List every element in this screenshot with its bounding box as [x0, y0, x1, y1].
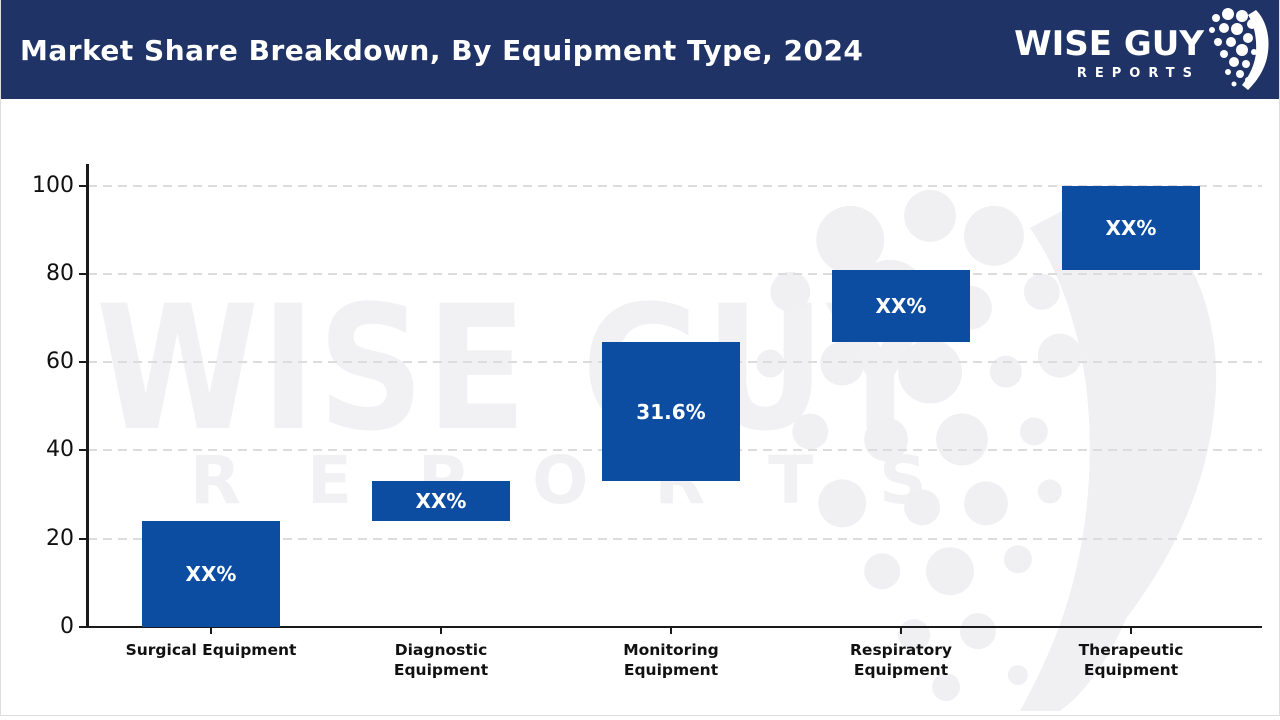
bar-value-label: XX% — [1105, 215, 1157, 240]
x-axis-line — [86, 625, 1262, 628]
y-tick — [79, 449, 87, 452]
x-tick-label: Diagnostic Equipment — [393, 641, 489, 679]
bar-monitoring-equipment: 31.6% — [602, 341, 740, 482]
x-tick — [900, 627, 902, 634]
bar-surgical-equipment: XX% — [142, 521, 280, 627]
x-tick-label: Therapeutic Equipment — [1078, 641, 1184, 679]
gridline-100 — [88, 184, 1262, 187]
x-tick — [210, 627, 212, 634]
bar-value-label: 31.6% — [636, 399, 706, 424]
x-tick-label: Monitoring Equipment — [623, 641, 719, 679]
page-title: Market Share Breakdown, By Equipment Typ… — [20, 34, 864, 67]
header: Market Share Breakdown, By Equipment Typ… — [0, 0, 1280, 99]
y-tick-label: 60 — [46, 349, 74, 375]
y-tick-label: 0 — [60, 614, 74, 639]
y-axis-line — [86, 164, 89, 627]
bar-value-label: XX% — [875, 293, 927, 318]
gridline-80 — [88, 272, 1262, 275]
logo-face-icon — [1209, 8, 1269, 90]
gridline-20 — [88, 537, 1262, 540]
y-tick — [79, 626, 87, 628]
x-tick — [670, 627, 672, 634]
watermark-reports: REPORTS — [190, 442, 993, 519]
bar-respiratory-equipment: XX% — [832, 269, 970, 342]
x-tick — [440, 627, 442, 634]
y-tick-label: 20 — [46, 525, 74, 551]
y-tick — [79, 537, 87, 540]
bar-therapeutic-equipment: XX% — [1062, 185, 1200, 270]
y-tick-label: 40 — [46, 437, 74, 463]
bar-diagnostic-equipment: XX% — [372, 481, 510, 522]
y-tick — [79, 361, 87, 364]
wise-guy-logo: WISE GUY REPORTS — [1008, 4, 1270, 96]
logo-text: WISE GUY — [1014, 24, 1204, 64]
bar-value-label: XX% — [185, 562, 237, 587]
x-tick — [1130, 627, 1132, 634]
y-tick — [79, 272, 87, 275]
y-tick — [79, 184, 87, 187]
bar-value-label: XX% — [415, 489, 467, 514]
x-tick-label: Respiratory Equipment — [850, 641, 952, 679]
y-tick-label: 100 — [32, 172, 74, 198]
y-tick-label: 80 — [46, 260, 74, 286]
logo-subtext: REPORTS — [1076, 66, 1200, 81]
x-tick-label: Surgical Equipment — [125, 641, 297, 659]
